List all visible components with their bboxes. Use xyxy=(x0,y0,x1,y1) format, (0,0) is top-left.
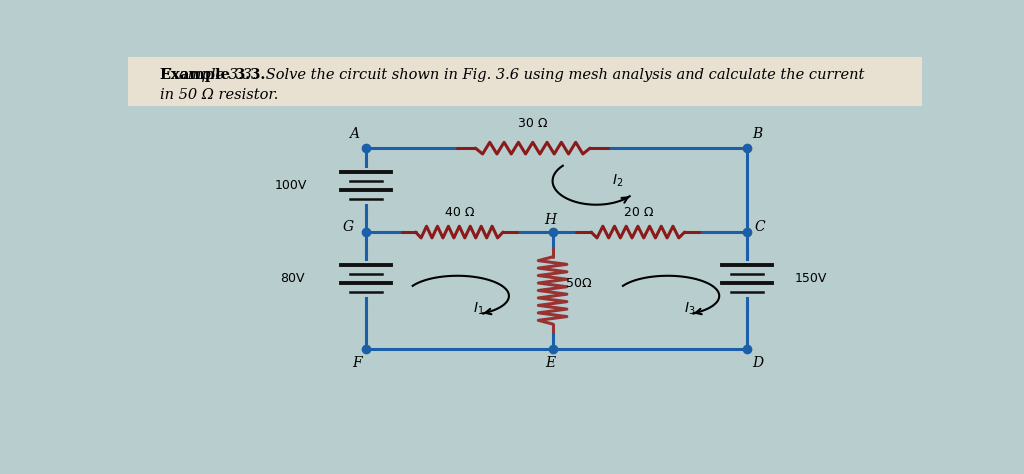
Text: Example 3.3.  Solve the circuit shown in Fig. 3.6 using mesh analysis and calcul: Example 3.3. Solve the circuit shown in … xyxy=(160,68,864,82)
Text: H: H xyxy=(544,213,556,227)
Text: 20 Ω: 20 Ω xyxy=(624,206,653,219)
Text: A: A xyxy=(349,127,359,140)
Text: $I_2$: $I_2$ xyxy=(612,173,624,189)
Text: $I_1$: $I_1$ xyxy=(473,301,484,317)
Text: 50Ω: 50Ω xyxy=(566,277,592,291)
Text: F: F xyxy=(352,356,361,371)
Text: B: B xyxy=(753,127,763,140)
Text: E: E xyxy=(545,356,555,371)
Text: 40 Ω: 40 Ω xyxy=(445,206,474,219)
Text: 100V: 100V xyxy=(274,179,306,192)
Text: 150V: 150V xyxy=(795,272,827,285)
Text: $I_3$: $I_3$ xyxy=(684,301,695,317)
Text: G: G xyxy=(343,219,354,234)
Text: 80V: 80V xyxy=(280,272,304,285)
Text: 30 Ω: 30 Ω xyxy=(518,117,548,130)
Text: Example 3.3.: Example 3.3. xyxy=(160,68,265,82)
FancyBboxPatch shape xyxy=(128,57,922,106)
Text: in 50 Ω resistor.: in 50 Ω resistor. xyxy=(160,88,279,102)
Text: C: C xyxy=(755,219,765,234)
Text: D: D xyxy=(752,356,763,371)
